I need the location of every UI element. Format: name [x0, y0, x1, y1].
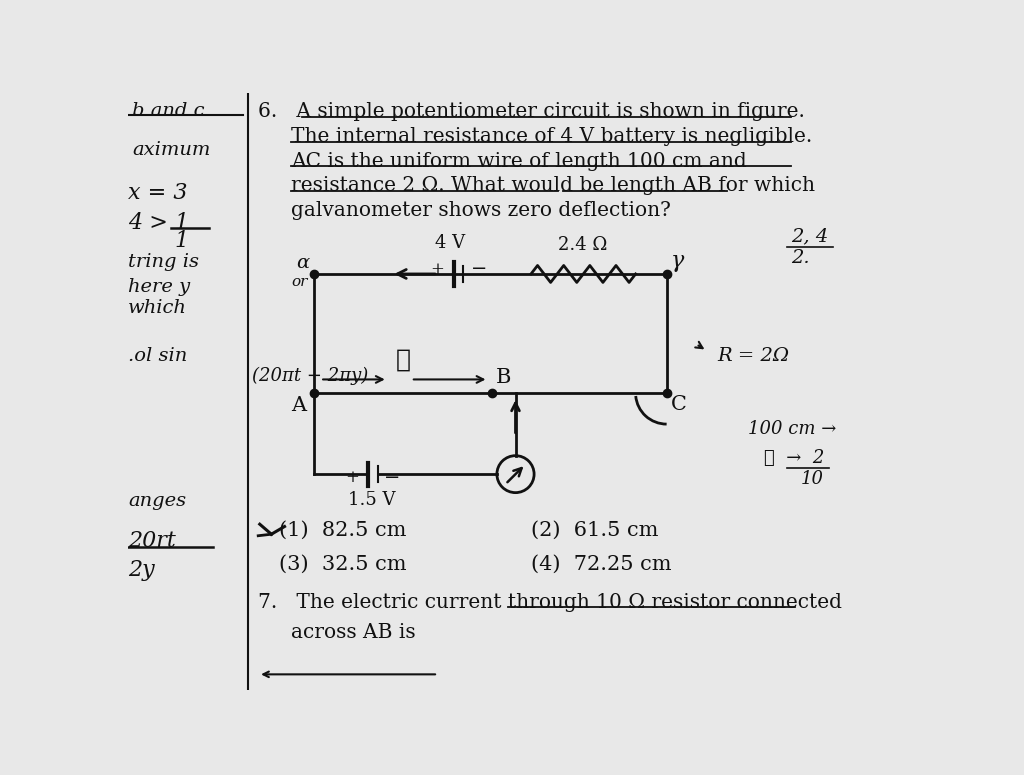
Text: 10: 10 [801, 470, 823, 487]
Text: The internal resistance of 4 V battery is negligible.: The internal resistance of 4 V battery i… [291, 127, 812, 146]
Text: C: C [671, 394, 686, 414]
Text: resistance 2 Ω. What would be length AB for which: resistance 2 Ω. What would be length AB … [291, 176, 815, 195]
Text: ℓ: ℓ [395, 349, 411, 372]
Text: 6.   A simple potentiometer circuit is shown in figure.: 6. A simple potentiometer circuit is sho… [258, 102, 805, 121]
Text: or: or [292, 275, 308, 290]
Text: (20πt − 2πy): (20πt − 2πy) [252, 367, 369, 384]
Text: 20rt: 20rt [128, 530, 176, 553]
Text: 7.   The electric current through 10 Ω resistor connected: 7. The electric current through 10 Ω res… [258, 594, 842, 612]
Text: 1: 1 [174, 230, 188, 252]
Text: AC is the uniform wire of length 100 cm and: AC is the uniform wire of length 100 cm … [291, 152, 746, 170]
Text: aximum: aximum [132, 141, 210, 159]
Text: 1.5 V: 1.5 V [348, 491, 396, 509]
Text: .ol sin: .ol sin [128, 347, 187, 365]
Text: galvanometer shows zero deflection?: galvanometer shows zero deflection? [291, 201, 671, 220]
Text: 2.4 Ω: 2.4 Ω [558, 236, 607, 254]
Text: 100 cm →: 100 cm → [748, 420, 837, 438]
Text: +: + [430, 261, 444, 277]
Text: anges: anges [128, 492, 186, 510]
Text: −: − [384, 469, 400, 487]
Text: b and c: b and c [132, 102, 205, 120]
Text: R = 2Ω: R = 2Ω [717, 347, 790, 365]
Text: (1)  82.5 cm: (1) 82.5 cm [280, 520, 407, 539]
Text: ℓ  →  2: ℓ → 2 [764, 449, 824, 467]
Text: which: which [128, 299, 186, 317]
Text: 2y: 2y [128, 559, 155, 580]
Text: 2, 4: 2, 4 [791, 228, 827, 246]
Text: 2.: 2. [791, 250, 809, 267]
Text: (4)  72.25 cm: (4) 72.25 cm [531, 555, 672, 574]
Text: 4 > 1: 4 > 1 [128, 212, 189, 234]
Text: (2)  61.5 cm: (2) 61.5 cm [531, 520, 658, 539]
Text: x = 3: x = 3 [128, 181, 187, 204]
Text: −: − [471, 260, 487, 278]
Text: (3)  32.5 cm: (3) 32.5 cm [280, 555, 407, 574]
Text: tring is: tring is [128, 253, 199, 271]
Text: α: α [296, 253, 309, 272]
Text: A: A [291, 395, 306, 415]
Text: 4 V: 4 V [434, 234, 465, 253]
Text: γ: γ [672, 250, 684, 272]
Text: here y: here y [128, 277, 190, 296]
Text: B: B [496, 368, 512, 388]
Text: +: + [345, 470, 359, 487]
Text: across AB is: across AB is [291, 623, 416, 642]
